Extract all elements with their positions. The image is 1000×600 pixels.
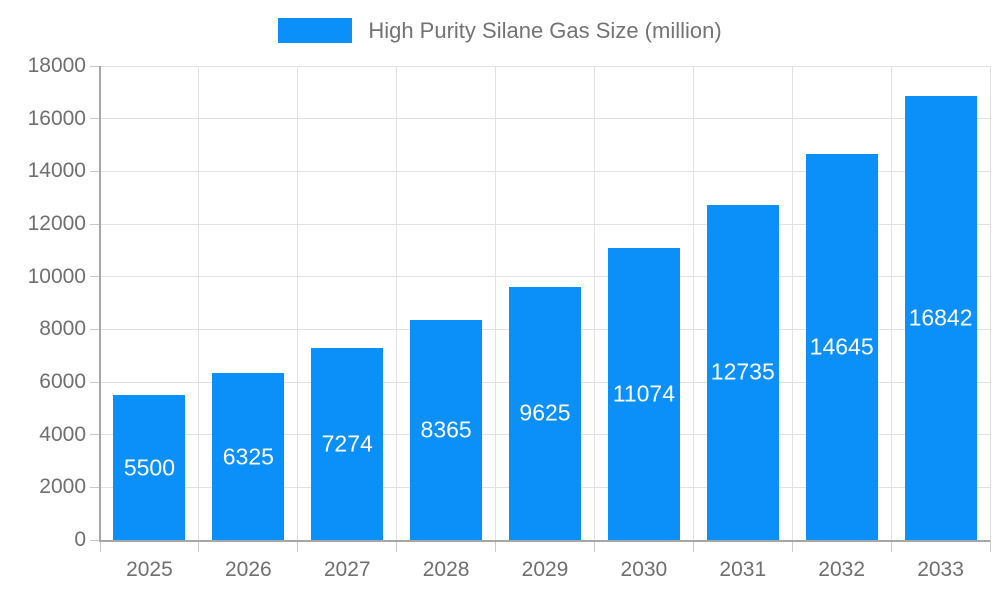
v-gridline <box>198 66 200 540</box>
bar[interactable] <box>509 286 581 540</box>
y-tick-label: 10000 <box>27 264 86 288</box>
bar[interactable] <box>805 154 878 540</box>
y-axis-tick <box>90 65 100 67</box>
bar-value-label: 9625 <box>519 399 571 426</box>
y-tick-label: 2000 <box>39 475 86 499</box>
x-tick-label: 2032 <box>818 558 866 581</box>
x-tick-label: 2028 <box>422 558 470 581</box>
bar-value-label: 12735 <box>710 358 775 385</box>
legend-item[interactable]: High Purity Silane Gas Size (million) <box>0 18 1000 43</box>
bar-value-label: 16842 <box>908 304 973 331</box>
bar-value-label: 5500 <box>123 454 176 481</box>
legend-swatch <box>278 18 353 43</box>
x-tick-label: 2026 <box>224 558 272 581</box>
x-axis-tick <box>593 540 595 552</box>
h-gridline <box>100 170 990 172</box>
y-tick-label: 8000 <box>39 317 86 341</box>
y-tick-label: 12000 <box>27 212 86 235</box>
bar-value-label: 6325 <box>222 443 274 470</box>
x-axis-tick <box>791 540 793 552</box>
y-axis-tick <box>90 276 100 278</box>
x-axis-tick <box>692 540 694 552</box>
v-gridline <box>396 66 398 540</box>
y-axis-tick <box>90 328 100 330</box>
bar-value-label: 11074 <box>612 380 676 407</box>
x-tick-label: 2033 <box>917 558 964 581</box>
bar-value-label: 14645 <box>809 333 874 360</box>
x-tick-label: 2031 <box>719 558 767 581</box>
y-axis-tick <box>90 118 100 120</box>
bar[interactable] <box>311 348 384 540</box>
y-axis-line <box>99 66 101 542</box>
x-axis-tick <box>396 540 398 552</box>
v-gridline <box>791 66 793 540</box>
x-tick-label: 2030 <box>620 558 668 581</box>
v-gridline <box>890 66 892 540</box>
x-tick-label: 2025 <box>126 558 173 581</box>
x-axis-tick <box>297 540 299 552</box>
x-tick-label: 2027 <box>323 558 371 581</box>
v-gridline <box>495 66 497 540</box>
y-axis-tick <box>90 170 100 172</box>
x-axis-line <box>99 540 990 542</box>
x-axis-tick <box>198 540 200 552</box>
v-gridline <box>297 66 299 540</box>
bar[interactable] <box>410 319 483 540</box>
y-axis-tick <box>90 539 100 541</box>
x-axis-tick <box>989 540 991 552</box>
h-gridline <box>100 118 990 120</box>
v-gridline <box>989 66 991 540</box>
x-tick-label: 2029 <box>521 558 569 581</box>
y-axis-tick <box>90 223 100 225</box>
x-axis-tick <box>99 540 101 552</box>
bar[interactable] <box>113 395 186 540</box>
y-tick-label: 18000 <box>27 54 86 77</box>
h-gridline <box>100 65 990 67</box>
x-axis-tick <box>495 540 497 552</box>
y-axis-tick <box>90 381 100 383</box>
bar[interactable] <box>904 96 977 540</box>
bar-value-label: 8365 <box>420 416 472 443</box>
bar[interactable] <box>212 373 285 540</box>
h-gridline <box>100 223 990 225</box>
y-tick-label: 0 <box>74 528 86 551</box>
y-tick-label: 6000 <box>39 370 86 393</box>
legend-label: High Purity Silane Gas Size (million) <box>368 18 722 43</box>
h-gridline <box>100 276 990 278</box>
bar[interactable] <box>706 204 779 540</box>
y-tick-label: 4000 <box>39 422 86 446</box>
x-axis-tick <box>890 540 892 552</box>
y-axis-tick <box>90 434 100 436</box>
v-gridline <box>593 66 595 540</box>
y-tick-label: 16000 <box>27 106 86 130</box>
bar[interactable] <box>607 248 680 540</box>
y-tick-label: 14000 <box>27 159 86 183</box>
v-gridline <box>692 66 694 540</box>
bar-value-label: 7274 <box>321 430 373 457</box>
y-axis-tick <box>90 486 100 488</box>
